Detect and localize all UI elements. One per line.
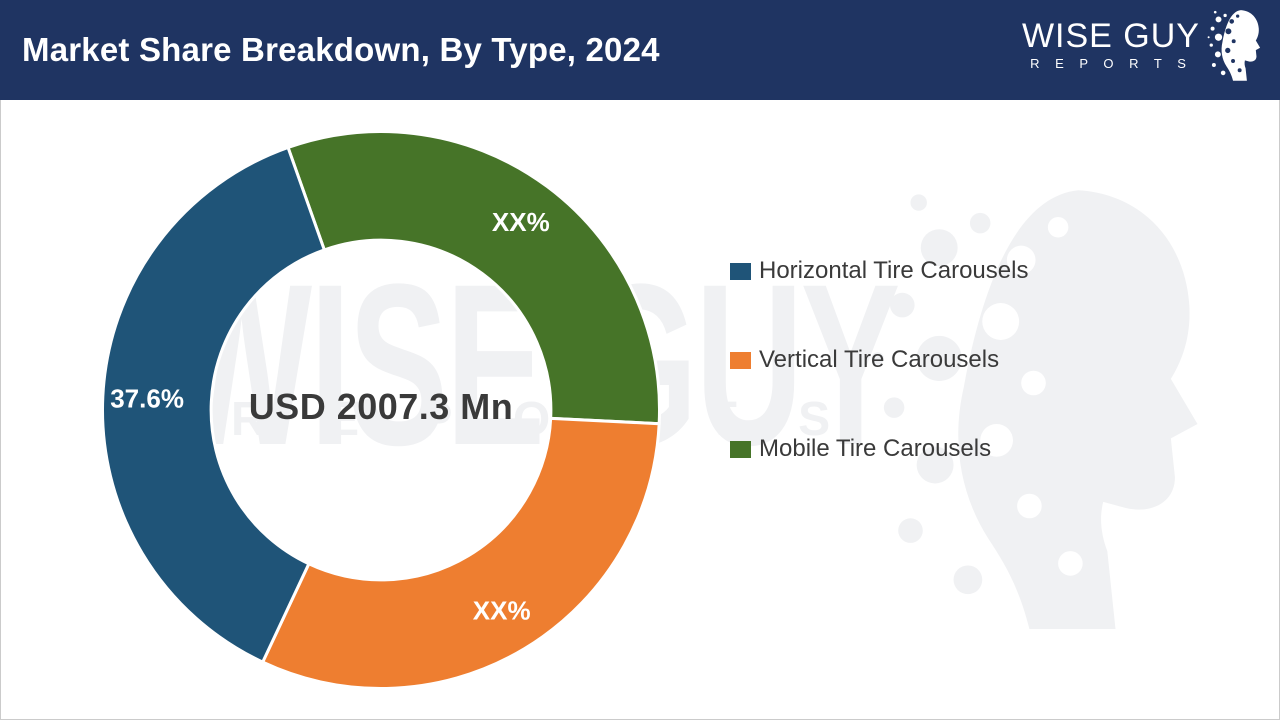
donut-chart: XX% XX% 37.6% bbox=[101, 130, 661, 690]
wiseguy-face-icon bbox=[1207, 10, 1261, 81]
legend-swatch bbox=[730, 262, 751, 280]
legend-label: Horizontal Tire Carousels bbox=[759, 257, 1029, 284]
legend-item-mobile-tire-carousels: Mobile Tire Carousels bbox=[730, 434, 1028, 464]
donut-segment-vertical-tire-carousels bbox=[260, 416, 661, 690]
donut-segment-horizontal-tire-carousels bbox=[101, 145, 327, 665]
chart-area: WISE GUY R E P O R T S XX% XX% 37.6% USD 2… bbox=[0, 100, 1280, 720]
legend-item-vertical-tire-carousels: Vertical Tire Carousels bbox=[730, 345, 1028, 375]
legend-swatch bbox=[730, 440, 751, 458]
chart-center-value: USD 2007.3 Mn bbox=[248, 386, 514, 427]
donut-segment-mobile-tire-carousels bbox=[286, 130, 661, 426]
slice-label: XX% bbox=[473, 596, 531, 626]
slice-label: XX% bbox=[492, 207, 550, 237]
logo-text: WISE GUY R E P O R T S bbox=[1022, 19, 1200, 71]
logo-subtext: R E P O R T S bbox=[1030, 55, 1192, 71]
legend-label: Mobile Tire Carousels bbox=[759, 435, 992, 462]
slice-label: 37.6% bbox=[110, 384, 184, 414]
legend-swatch bbox=[730, 351, 751, 369]
legend-label: Vertical Tire Carousels bbox=[759, 346, 1000, 373]
legend-item-horizontal-tire-carousels: Horizontal Tire Carousels bbox=[730, 256, 1028, 286]
header-bar: Market Share Breakdown, By Type, 2024 WI… bbox=[0, 0, 1280, 100]
wiseguy-logo: WISE GUY R E P O R T S bbox=[1022, 8, 1270, 81]
logo-wordmark: WISE GUY bbox=[1021, 16, 1200, 55]
page-title: Market Share Breakdown, By Type, 2024 bbox=[22, 31, 660, 68]
chart-legend: Horizontal Tire Carousels Vertical Tire … bbox=[730, 256, 1028, 523]
